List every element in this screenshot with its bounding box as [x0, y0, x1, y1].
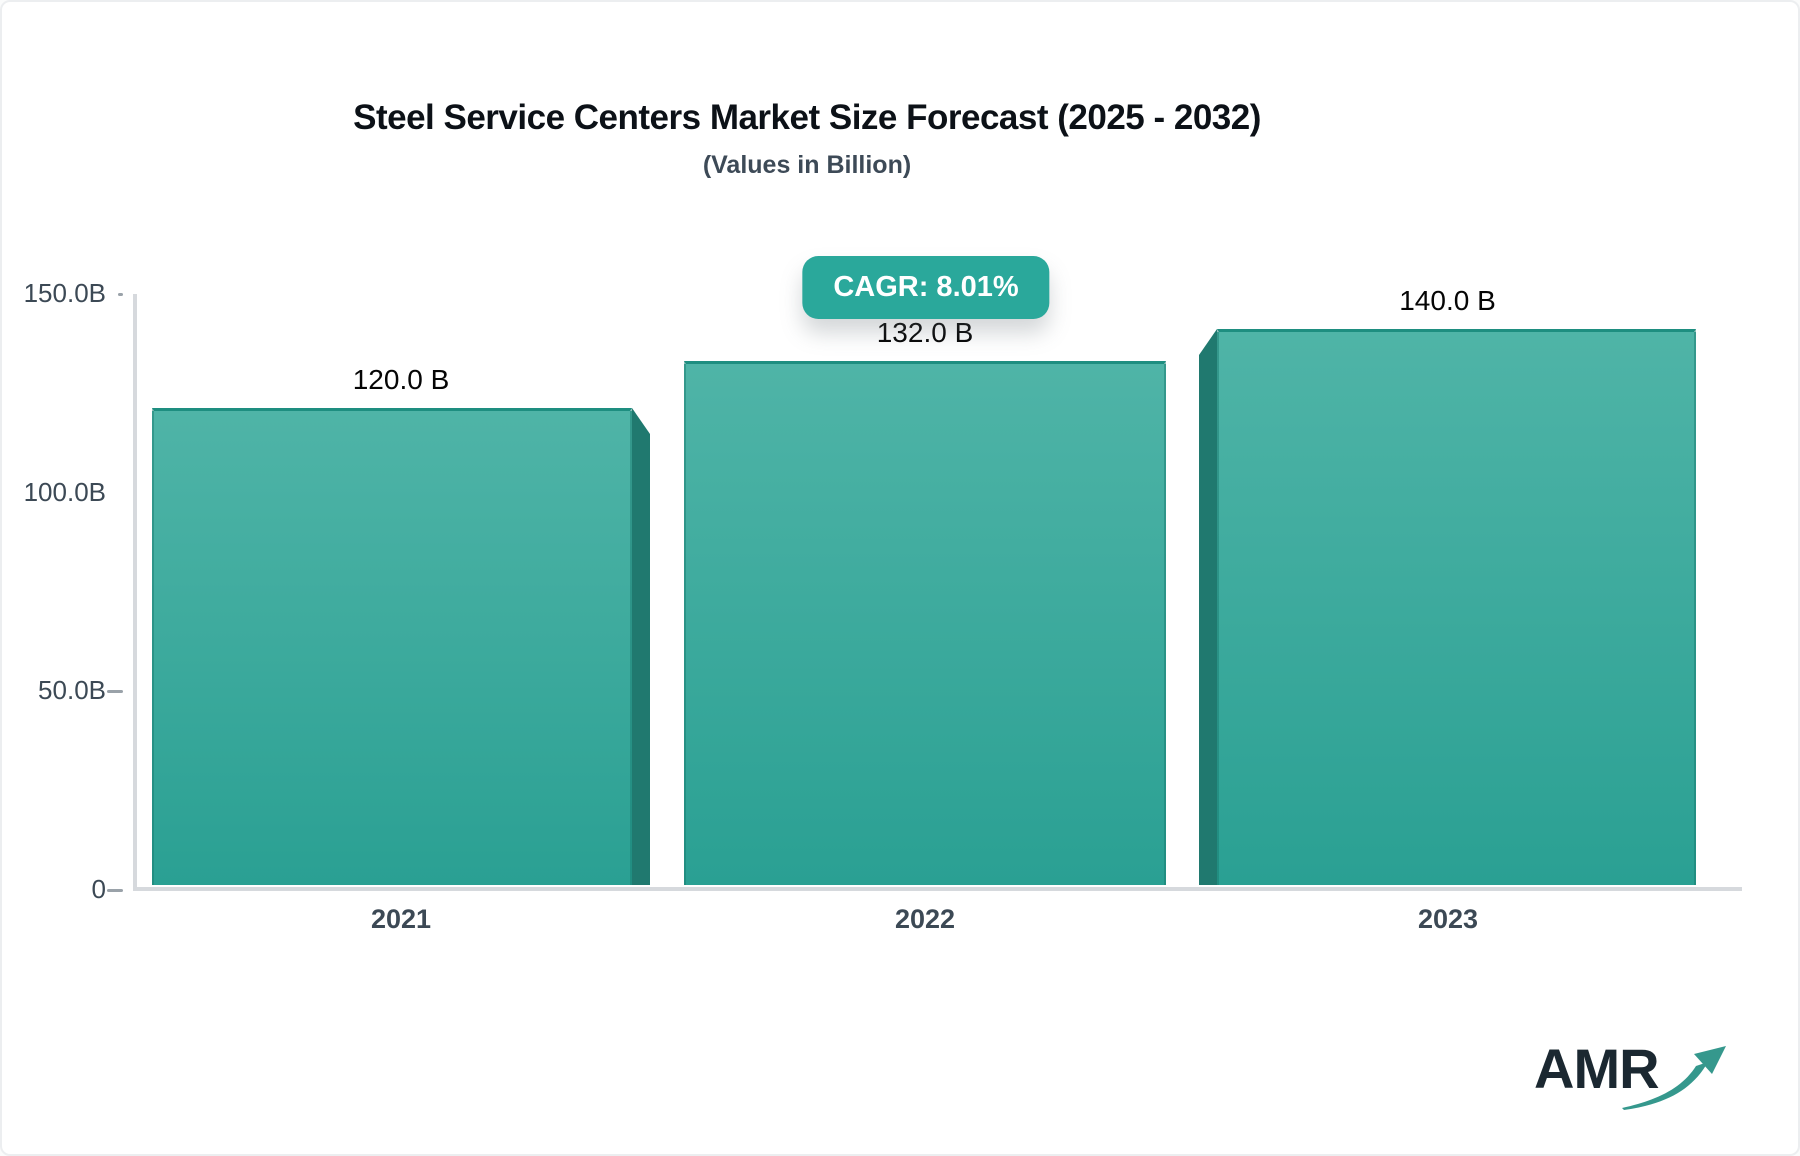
x-axis-label-2023: 2023 [1417, 904, 1479, 934]
chart-subtitle: (Values in Billion) [702, 151, 912, 179]
bar-face [152, 408, 632, 885]
logo-text: AMR [1534, 1037, 1660, 1100]
bar-bevel [1199, 329, 1217, 885]
y-axis-label: 150.0B [23, 278, 106, 308]
bar-value-label: 140.0 B [1399, 285, 1496, 316]
company-logo: AMR [1534, 1030, 1734, 1120]
chart-title: Steel Service Centers Market Size Foreca… [353, 98, 1261, 137]
y-axis-label: 50.0B [38, 675, 106, 706]
x-axis-label-2021: 2021 [370, 904, 432, 934]
cagr-badge: CAGR: 8.01% [802, 256, 1050, 319]
y-axis-label: 100.0B [23, 476, 106, 507]
x-axis-line [133, 887, 1742, 891]
growth-arrow-icon [1622, 1046, 1726, 1110]
bar-2022[interactable]: 132.0 B [684, 317, 1166, 885]
bar-value-label: 132.0 B [876, 317, 974, 348]
y-axis-line [133, 294, 137, 891]
y-axis-tick [107, 690, 123, 694]
y-axis-tick [107, 889, 123, 892]
x-axis-label-2022: 2022 [894, 904, 956, 934]
y-axis-tick [118, 293, 123, 296]
bar-face [1217, 329, 1696, 885]
bar-value-label: 120.0 B [352, 364, 450, 395]
bar-2021[interactable]: 120.0 B [152, 364, 650, 885]
bar-2023[interactable]: 140.0 B [1199, 285, 1696, 885]
y-axis-label: 0 [91, 874, 106, 904]
bar-face [684, 361, 1166, 885]
bar-bevel [632, 408, 650, 885]
